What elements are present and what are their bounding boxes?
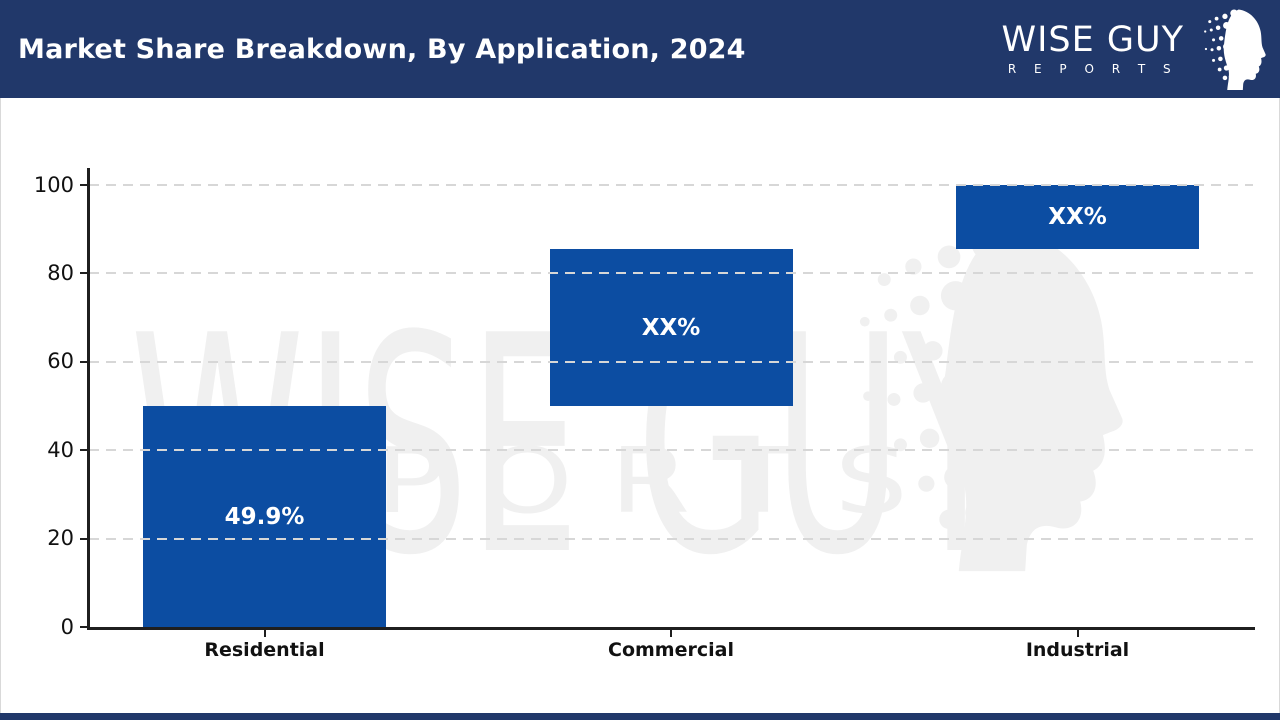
bar-value-label: XX% [641, 314, 701, 341]
bar-value-label: XX% [1048, 204, 1107, 231]
bar-value-label: 49.9% [224, 503, 305, 530]
y-tick-label-20: 20 [47, 526, 74, 551]
gridline-80 [89, 272, 1253, 275]
y-tick-label-100: 100 [33, 172, 74, 197]
brand-logo: WISE GUY R E P O R T S [1001, 7, 1266, 91]
x-category-label-residential: Residential [204, 639, 325, 661]
x-tick-mark-industrial [1076, 629, 1079, 637]
bar-residential: 49.9% [143, 406, 386, 627]
brand-subname: R E P O R T S [1007, 62, 1178, 76]
brand-logo-text: WISE GUY R E P O R T S [1001, 20, 1184, 76]
x-tick-mark-residential [263, 629, 266, 637]
gridline-60 [89, 360, 1253, 363]
gridline-20 [89, 537, 1253, 540]
y-tick-mark-20 [80, 537, 87, 540]
footer-bar [0, 713, 1280, 720]
x-category-label-industrial: Industrial [1025, 639, 1130, 661]
y-axis-line [87, 168, 90, 630]
x-tick-mark-commercial [670, 629, 672, 637]
x-category-label-commercial: Commercial [608, 639, 734, 661]
y-tick-mark-0 [80, 626, 87, 628]
y-tick-mark-80 [80, 272, 87, 275]
y-tick-label-40: 40 [47, 437, 74, 462]
gridline-100 [89, 184, 1253, 186]
y-tick-mark-100 [80, 184, 87, 186]
wise-guy-face-icon [1204, 9, 1266, 91]
x-axis-line [87, 627, 1255, 630]
gridline-40 [89, 449, 1253, 452]
y-tick-mark-60 [80, 360, 87, 363]
y-tick-label-80: 80 [47, 260, 74, 285]
y-tick-label-0: 0 [60, 614, 74, 639]
page-title: Market Share Breakdown, By Application, … [18, 33, 746, 65]
bar-commercial: XX% [549, 249, 793, 407]
chart-area: WISE GUY R E P O R T S 0 20 40 60 80 100 49 [0, 98, 1280, 713]
brand-name: WISE GUY [1001, 20, 1184, 60]
y-tick-label-60: 60 [47, 349, 74, 374]
header-bar: Market Share Breakdown, By Application, … [0, 0, 1280, 98]
bar-industrial: XX% [956, 185, 1199, 250]
watermark-face-icon [859, 227, 1123, 572]
y-tick-mark-40 [80, 449, 87, 452]
